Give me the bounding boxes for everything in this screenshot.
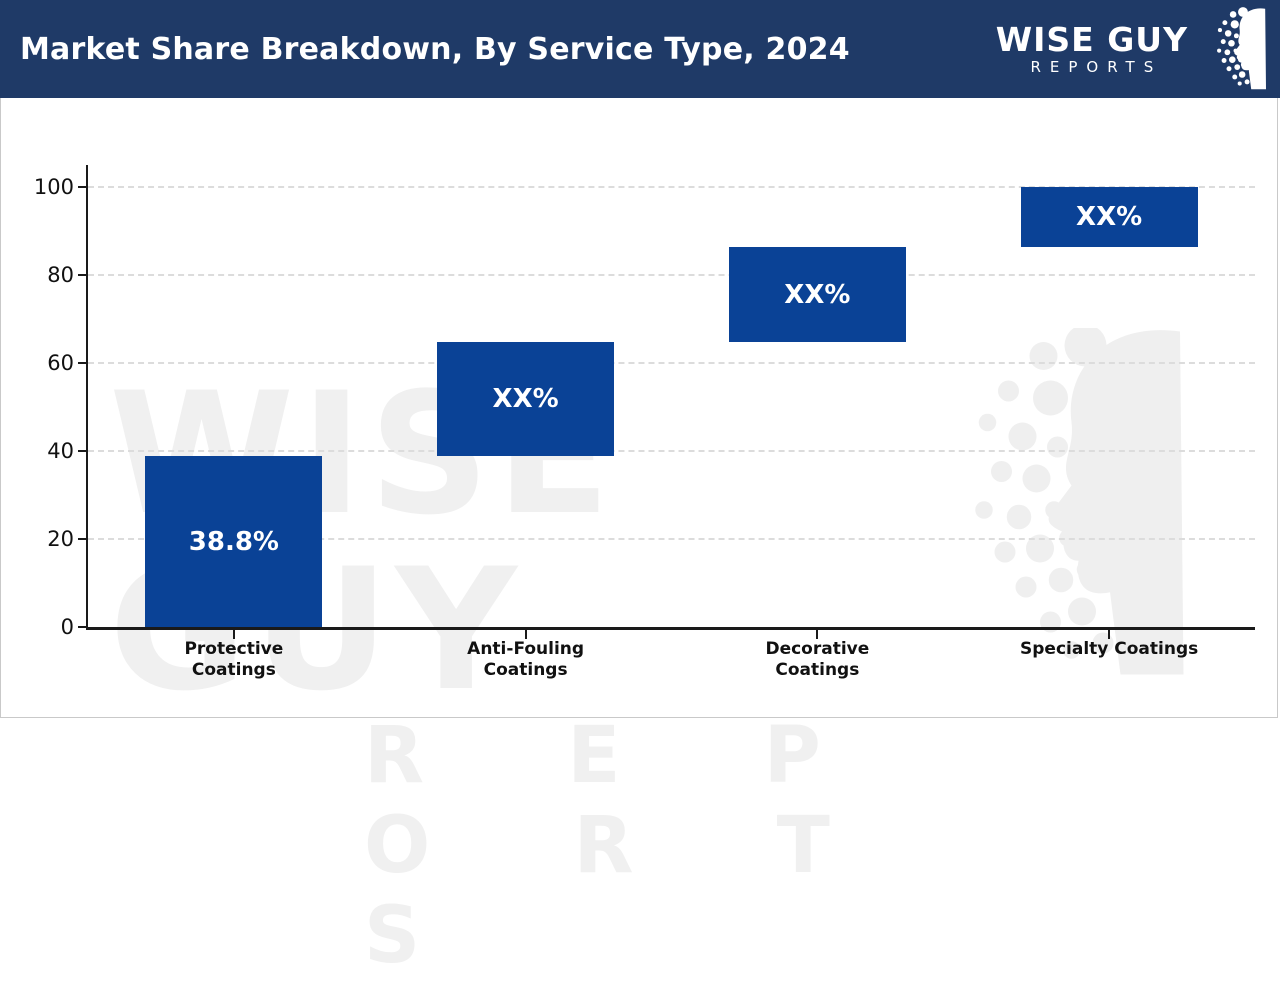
- y-tick-mark: [78, 362, 86, 364]
- brand-head-icon: [1217, 7, 1266, 90]
- x-tick-mark: [816, 630, 819, 639]
- brand-subname: REPORTS: [1030, 58, 1163, 76]
- y-tick-mark: [78, 538, 86, 540]
- bar-value-label: XX%: [1076, 201, 1143, 232]
- gridline: [88, 186, 1255, 188]
- y-tick-mark: [78, 450, 86, 452]
- y-axis-spine: [86, 165, 88, 627]
- brand-name: WISE GUY: [995, 20, 1188, 59]
- brand-logo: WISE GUY REPORTS: [996, 6, 1266, 92]
- bar-value-label: XX%: [492, 384, 559, 415]
- bar-protective-coatings: 38.8%: [145, 456, 323, 627]
- x-axis-spine: [86, 627, 1255, 630]
- x-category-label: Decorative Coatings: [765, 639, 870, 681]
- x-tick-mark: [524, 630, 527, 639]
- y-tick-label: 60: [47, 351, 74, 375]
- header-bar: Market Share Breakdown, By Service Type,…: [0, 0, 1280, 98]
- brand-logo-text: WISE GUY REPORTS: [996, 23, 1188, 75]
- x-tick-mark: [232, 630, 235, 639]
- x-tick-mark: [1108, 630, 1111, 639]
- bar-specialty-coatings: XX%: [1020, 187, 1198, 247]
- bar-value-label: 38.8%: [188, 526, 279, 557]
- bar-value-label: XX%: [784, 279, 851, 310]
- y-tick-label: 100: [33, 175, 74, 199]
- y-tick-mark: [78, 186, 86, 188]
- x-category-label: Specialty Coatings: [1020, 639, 1199, 659]
- plot-area: 38.8% XX% XX% XX%: [78, 165, 1255, 639]
- watermark-line2: R E P O R T S: [364, 710, 888, 981]
- x-category-label: Protective Coatings: [184, 639, 284, 681]
- gridline: [88, 362, 1255, 364]
- gridline: [88, 538, 1255, 540]
- page-title: Market Share Breakdown, By Service Type,…: [20, 31, 850, 67]
- y-tick-label: 0: [60, 615, 74, 639]
- y-axis-labels: 0 20 40 60 80 100: [0, 165, 74, 639]
- x-category-label: Anti-Fouling Coatings: [467, 639, 585, 681]
- y-tick-label: 80: [47, 263, 74, 287]
- bar-decorative-coatings: XX%: [728, 246, 906, 343]
- gridline: [88, 274, 1255, 276]
- bar-anti-fouling-coatings: XX%: [437, 342, 615, 457]
- brand-watermark-head-icon: [975, 328, 1184, 675]
- y-tick-label: 20: [47, 527, 74, 551]
- y-tick-mark: [78, 626, 86, 628]
- y-tick-label: 40: [47, 439, 74, 463]
- gridline: [88, 450, 1255, 452]
- y-tick-mark: [78, 274, 86, 276]
